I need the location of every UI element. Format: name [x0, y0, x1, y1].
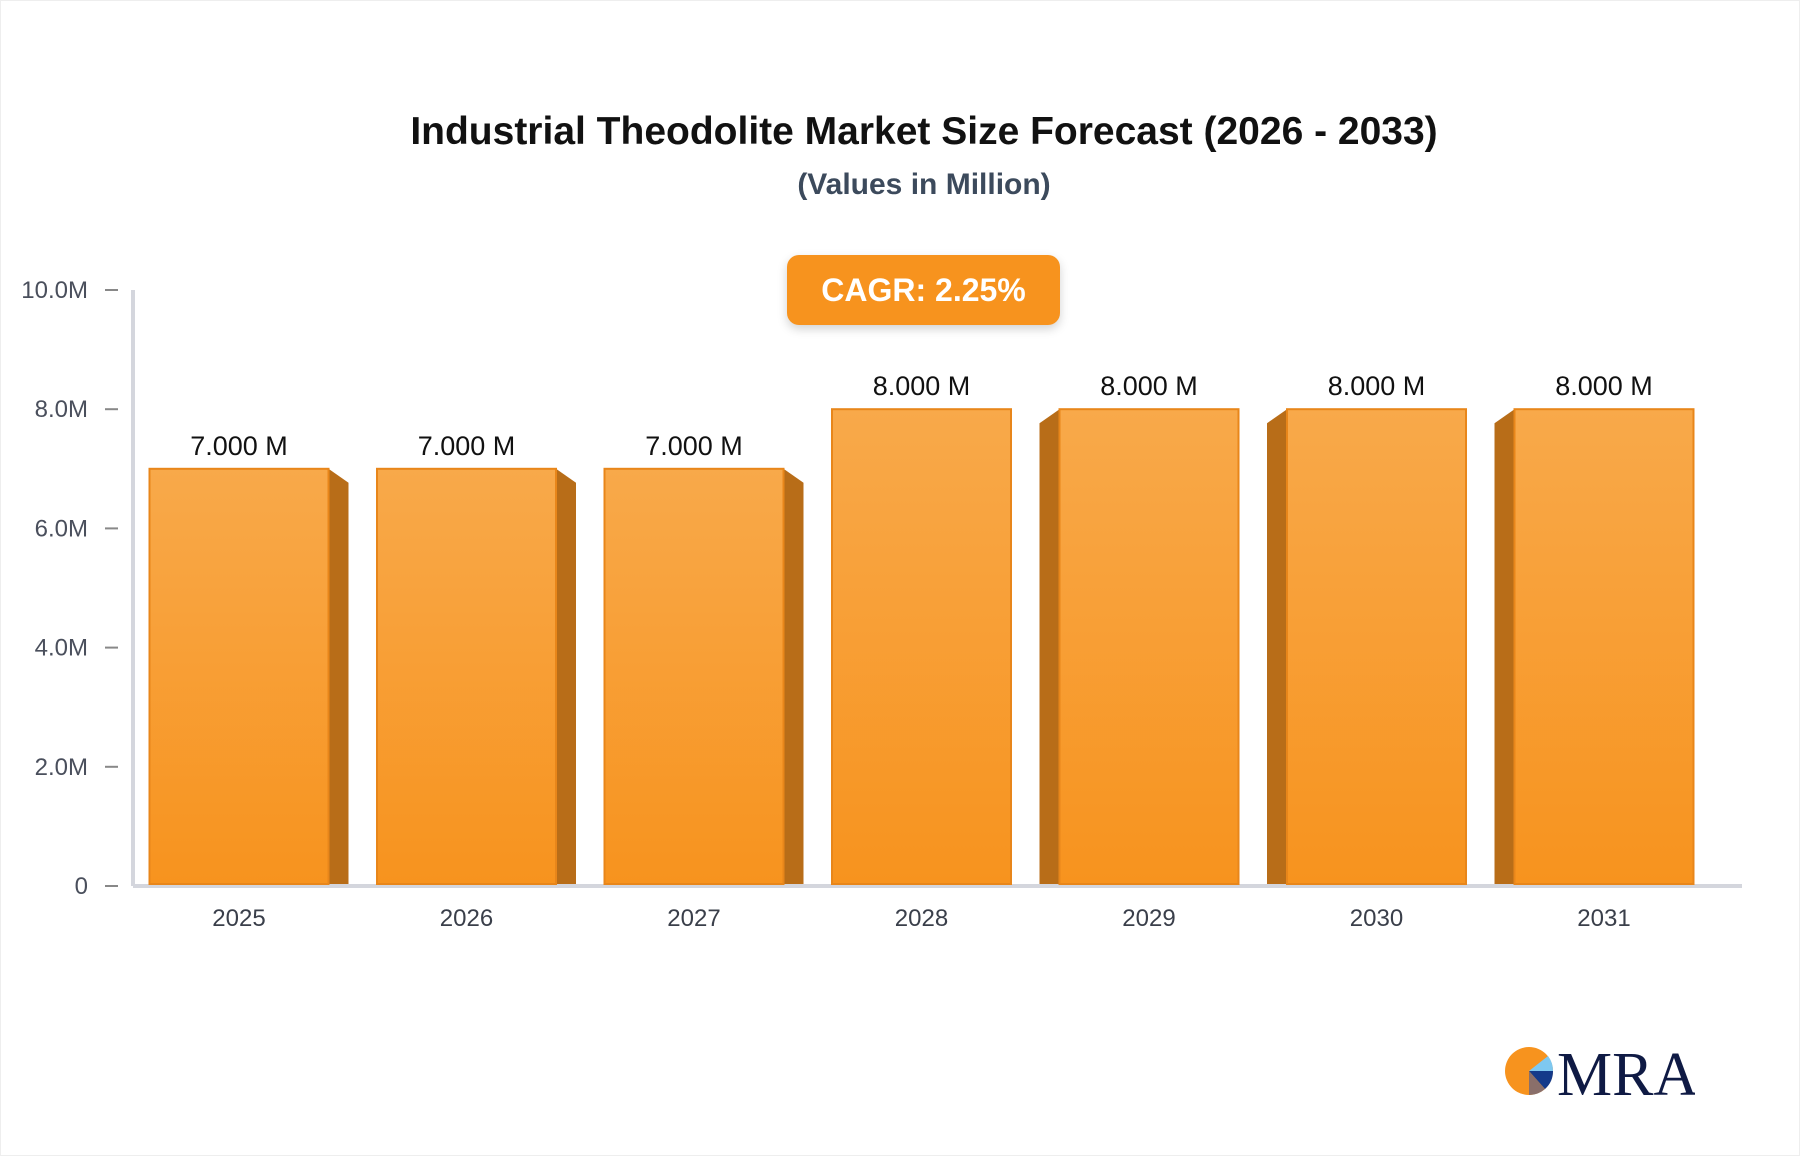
- svg-text:MRA: MRA: [1557, 1041, 1695, 1102]
- x-tick-label: 2025: [212, 905, 265, 932]
- data-label: 8.000 M: [1100, 371, 1198, 401]
- data-label: 8.000 M: [873, 371, 971, 401]
- y-tick-label: 4.0M: [35, 635, 88, 662]
- chart-title: Industrial Theodolite Market Size Foreca…: [410, 110, 1438, 153]
- bar: [831, 408, 1012, 885]
- bar: [1058, 408, 1240, 885]
- bar: [376, 467, 557, 885]
- x-tick-label: 2028: [895, 905, 948, 932]
- chart-subtitle: (Values in Million): [797, 168, 1051, 201]
- bar-side: [328, 468, 349, 884]
- bar-group: 8.000 M 2029: [1039, 371, 1240, 932]
- y-tick-label: 10.0M: [21, 277, 88, 304]
- x-tick-label: 2031: [1577, 905, 1630, 932]
- bar-side: [1494, 409, 1515, 884]
- bar-group: 7.000 M 2027: [603, 431, 804, 932]
- mra-logo: MRA: [1505, 1041, 1695, 1102]
- bar: [1513, 408, 1695, 885]
- bar-side: [556, 468, 576, 884]
- bar: [1286, 408, 1467, 885]
- bar-group: 8.000 M 2031: [1494, 371, 1695, 932]
- y-tick-label: 6.0M: [35, 515, 88, 542]
- bar-group: 7.000 M 2026: [376, 431, 576, 932]
- x-tick-label: 2030: [1350, 905, 1403, 932]
- bar-group: 7.000 M 2025: [148, 431, 349, 932]
- bar: [603, 467, 785, 885]
- data-label: 8.000 M: [1555, 371, 1653, 401]
- data-label: 8.000 M: [1328, 371, 1426, 401]
- data-label: 7.000 M: [190, 431, 288, 461]
- x-tick-label: 2026: [440, 905, 493, 932]
- bar-side: [1039, 409, 1060, 884]
- bar-group: 8.000 M 2030: [1267, 371, 1467, 932]
- bar-side: [783, 468, 804, 884]
- data-label: 7.000 M: [645, 431, 743, 461]
- bar-group: 8.000 M 2028: [831, 371, 1012, 932]
- y-tick-label: 2.0M: [35, 754, 88, 781]
- data-label: 7.000 M: [418, 431, 516, 461]
- x-tick-label: 2029: [1122, 905, 1175, 932]
- bar-side: [1267, 409, 1287, 884]
- y-tick-label: 0: [75, 873, 88, 900]
- y-tick-label: 8.0M: [35, 396, 88, 423]
- cagr-badge: CAGR: 2.25%: [787, 255, 1060, 325]
- bar: [148, 467, 330, 885]
- x-tick-label: 2027: [667, 905, 720, 932]
